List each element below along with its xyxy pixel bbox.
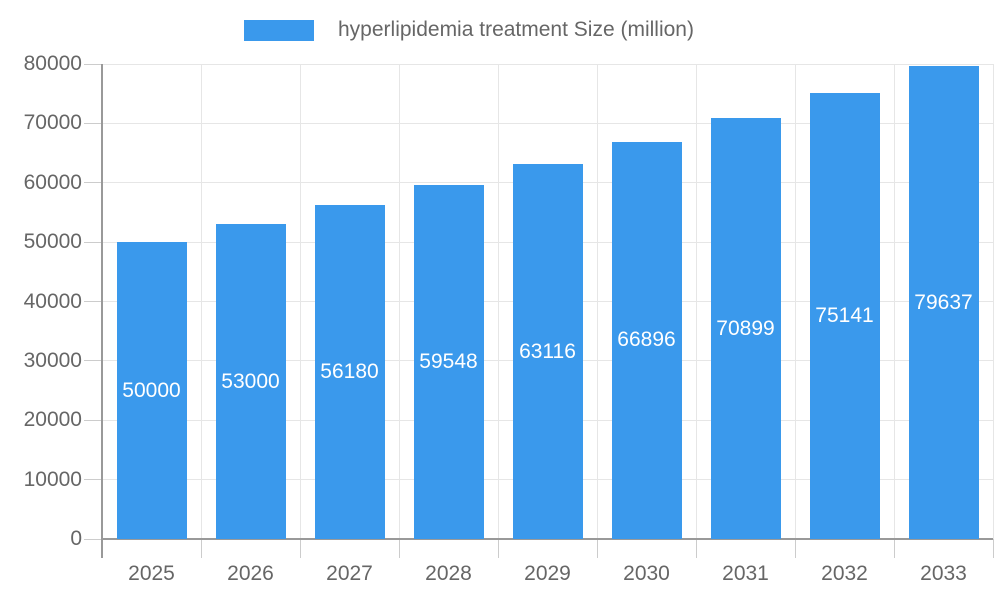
- y-tick: [84, 241, 102, 243]
- gridline-h: [102, 122, 993, 124]
- y-tick-label: 0: [70, 527, 82, 550]
- gridline-v: [596, 64, 598, 539]
- x-tick: [596, 539, 598, 558]
- x-tick: [992, 539, 994, 558]
- bar-value-label: 79637: [914, 290, 973, 314]
- x-tick: [299, 539, 301, 558]
- x-tick: [398, 539, 400, 558]
- gridline-v: [794, 64, 796, 539]
- bar[interactable]: [512, 164, 583, 539]
- gridline-v: [893, 64, 895, 539]
- bar-value-label: 59548: [419, 350, 478, 374]
- y-tick: [84, 479, 102, 481]
- bar-value-label: 75141: [815, 303, 874, 327]
- y-tick-label: 10000: [23, 467, 82, 491]
- y-tick-label: 30000: [23, 348, 82, 372]
- bar-value-label: 66896: [617, 328, 676, 352]
- y-tick-label: 20000: [23, 408, 82, 432]
- x-tick-label: 2031: [722, 562, 769, 585]
- gridline-v: [398, 64, 400, 539]
- legend-item[interactable]: hyperlipidemia treatment Size (million): [244, 16, 694, 44]
- y-tick: [84, 63, 102, 65]
- y-tick: [84, 122, 102, 124]
- x-tick: [695, 539, 697, 558]
- x-tick: [200, 539, 202, 558]
- y-tick: [84, 419, 102, 421]
- bar[interactable]: [215, 224, 286, 539]
- bar-value-label: 50000: [122, 378, 181, 402]
- x-tick-label: 2032: [821, 562, 868, 585]
- x-tick-label: 2029: [524, 562, 571, 585]
- gridline-h: [102, 63, 993, 65]
- legend-swatch: [244, 19, 314, 41]
- gridline-v: [497, 64, 499, 539]
- y-tick: [84, 360, 102, 362]
- y-axis-line: [101, 64, 103, 558]
- bar[interactable]: [710, 118, 781, 539]
- bar[interactable]: [413, 185, 484, 539]
- y-tick-label: 40000: [23, 289, 82, 313]
- bar-value-label: 70899: [716, 316, 775, 340]
- y-tick-label: 80000: [23, 52, 82, 75]
- x-tick: [497, 539, 499, 558]
- bar-value-label: 63116: [519, 339, 576, 363]
- bar[interactable]: [314, 205, 385, 539]
- y-tick-label: 70000: [23, 111, 82, 135]
- y-tick: [84, 538, 102, 540]
- y-tick: [84, 301, 102, 302]
- gridline-v: [200, 64, 202, 539]
- gridline-v: [992, 64, 994, 539]
- x-tick-label: 2028: [425, 562, 472, 585]
- x-tick: [794, 539, 796, 558]
- bar[interactable]: [116, 242, 187, 539]
- legend-label: hyperlipidemia treatment Size (million): [338, 18, 694, 41]
- x-tick-label: 2027: [326, 562, 373, 585]
- y-tick-label: 60000: [23, 170, 82, 194]
- x-axis-line: [102, 538, 993, 540]
- bar-value-label: 53000: [221, 369, 280, 393]
- gridline-v: [299, 64, 301, 539]
- y-tick-label: 50000: [23, 230, 82, 254]
- bar-value-label: 56180: [320, 360, 379, 384]
- x-tick-label: 2030: [623, 562, 670, 585]
- x-tick: [893, 539, 895, 558]
- bar[interactable]: [908, 66, 979, 539]
- gridline-v: [695, 64, 697, 539]
- x-tick-label: 2033: [920, 562, 967, 585]
- bar[interactable]: [809, 92, 880, 539]
- x-tick-label: 2025: [128, 562, 175, 585]
- y-tick: [84, 182, 102, 184]
- bar[interactable]: [611, 141, 682, 539]
- x-tick-label: 2026: [227, 562, 274, 585]
